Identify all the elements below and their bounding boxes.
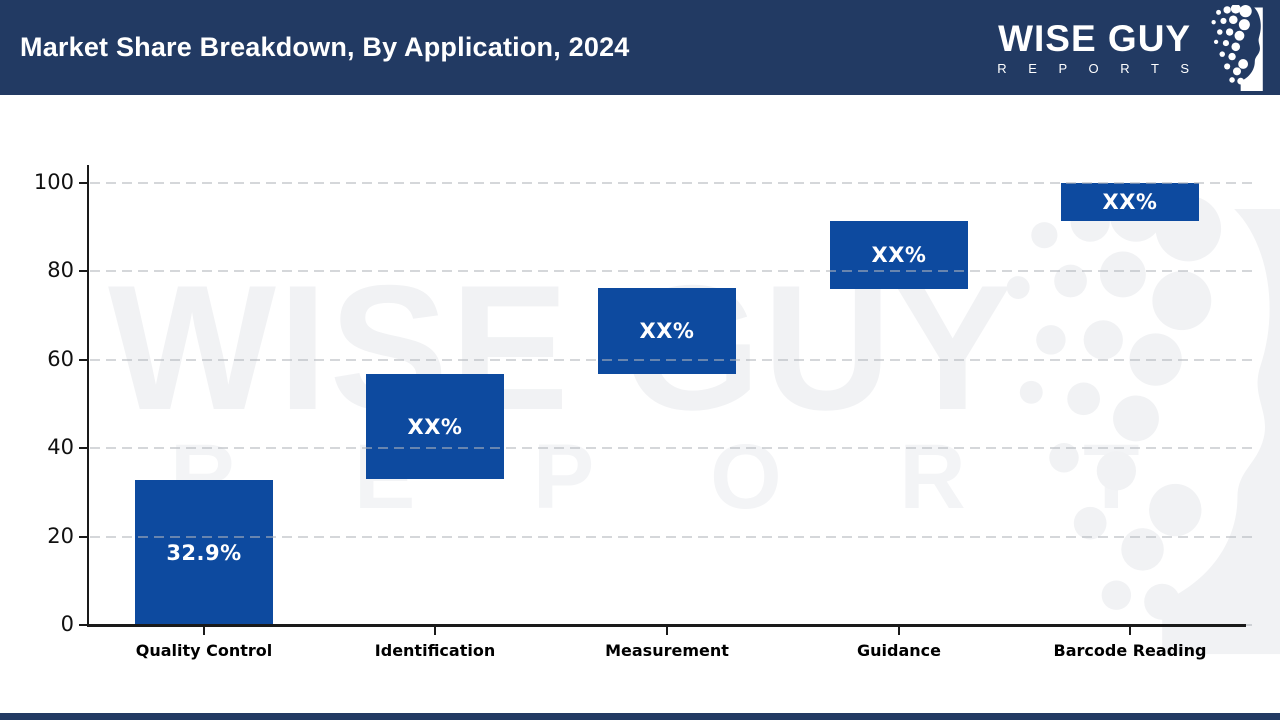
y-axis-tick	[79, 447, 87, 450]
bar-barcode-reading: XX%	[1061, 183, 1199, 221]
logo-name: WISE GUY	[998, 17, 1192, 59]
logo-sub: R E P O R T S	[997, 60, 1198, 76]
y-axis-line	[87, 165, 89, 625]
x-axis-tick	[898, 627, 900, 635]
y-axis-tick	[79, 270, 87, 273]
y-tick-label: 100	[33, 170, 74, 194]
x-tick-label-quality-control: Quality Control	[135, 641, 273, 660]
x-tick-label-barcode-reading: Barcode Reading	[1053, 641, 1207, 660]
footer-bar	[0, 713, 1280, 720]
page-title: Market Share Breakdown, By Application, …	[20, 32, 630, 62]
bar-value-label: XX%	[871, 243, 927, 267]
logo-face-icon	[1211, 4, 1263, 91]
x-axis-tick	[203, 627, 205, 635]
x-axis-tick	[434, 627, 436, 635]
y-tick-label: 0	[60, 612, 74, 636]
bar-value-label: XX%	[1102, 190, 1158, 214]
gridline-60	[90, 358, 1254, 361]
gridline-40	[90, 447, 1254, 450]
bar-identification: XX%	[366, 374, 504, 479]
watermark-face-icon	[1006, 189, 1280, 655]
gridline-80	[90, 270, 1254, 273]
x-axis-tick	[666, 627, 668, 635]
bar-measurement: XX%	[598, 288, 736, 374]
y-tick-label: 60	[47, 346, 74, 371]
x-axis-tick	[1129, 627, 1131, 635]
y-axis-tick	[79, 358, 87, 361]
x-axis-line	[87, 624, 1246, 627]
logo-text: WISE GUY R E P O R T S	[991, 20, 1198, 76]
x-tick-label-measurement: Measurement	[605, 641, 729, 660]
wise-guy-logo: WISE GUY R E P O R T S	[991, 4, 1280, 91]
x-tick-label-identification: Identification	[374, 641, 496, 660]
bar-quality-control: 32.9%	[135, 480, 273, 625]
y-axis-tick	[79, 535, 87, 538]
bar-value-label: 32.9%	[166, 540, 242, 565]
chart-area: WISE GUY R E P O R T S 0 20 40 60 80 100 32.9%…	[0, 95, 1280, 713]
gridline-20	[90, 535, 1254, 538]
gridline-100	[90, 182, 1254, 184]
header: Market Share Breakdown, By Application, …	[0, 0, 1280, 95]
y-tick-label: 20	[47, 523, 74, 548]
y-tick-label: 40	[47, 435, 74, 460]
x-tick-label-guidance: Guidance	[857, 641, 941, 660]
y-tick-label: 80	[47, 258, 74, 283]
y-axis-tick	[79, 182, 87, 184]
bar-guidance: XX%	[830, 221, 968, 289]
y-axis-tick	[79, 624, 87, 626]
bar-value-label: XX%	[407, 414, 463, 439]
bar-value-label: XX%	[639, 319, 695, 343]
